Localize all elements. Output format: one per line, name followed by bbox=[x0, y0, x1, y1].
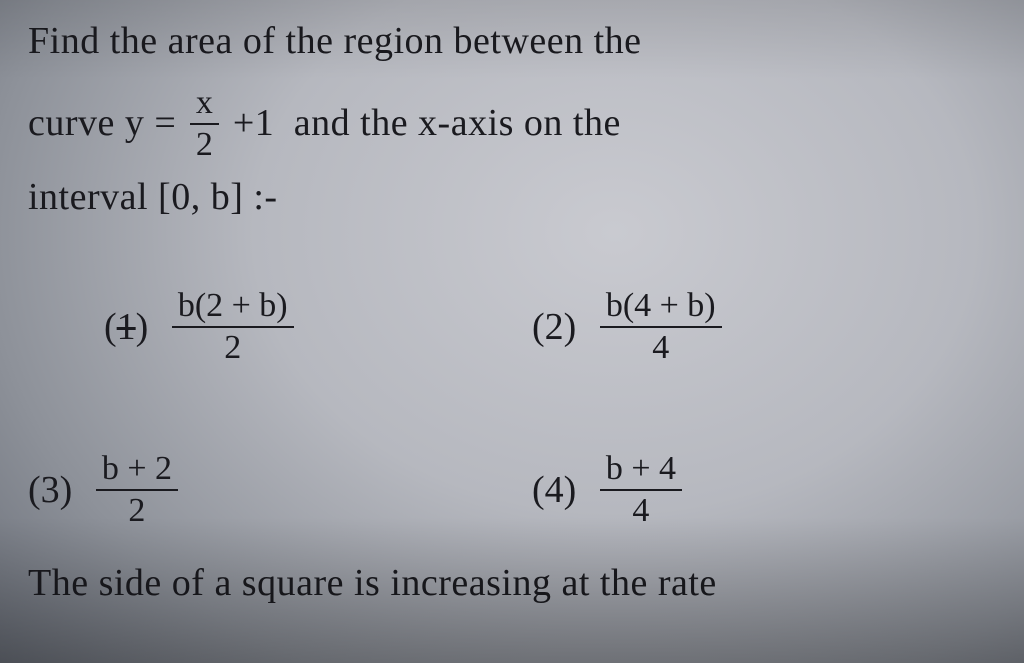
option-4-den: 4 bbox=[626, 493, 655, 529]
option-1: (1) b(2 + b) 2 bbox=[28, 261, 492, 393]
option-1-num: b(2 + b) bbox=[172, 288, 294, 324]
option-2-bar bbox=[600, 326, 722, 328]
option-3-den: 2 bbox=[122, 493, 151, 529]
option-3-bar bbox=[96, 489, 178, 491]
option-4: (4) b + 4 4 bbox=[532, 451, 996, 528]
option-4-label: (4) bbox=[532, 468, 586, 512]
q2-pre: curve y = bbox=[28, 94, 176, 153]
option-2: (2) b(4 + b) 4 bbox=[532, 261, 996, 393]
option-2-num: b(4 + b) bbox=[600, 288, 722, 324]
page: Find the area of the region between the … bbox=[0, 0, 1024, 663]
option-3-num: b + 2 bbox=[96, 451, 178, 487]
option-4-fraction: b + 4 4 bbox=[600, 451, 682, 528]
q2-frac-num: x bbox=[190, 85, 220, 121]
option-1-label-num: 1 bbox=[117, 306, 136, 348]
next-question-fragment: The side of a square is increasing at th… bbox=[28, 561, 996, 605]
option-4-num: b + 4 bbox=[600, 451, 682, 487]
option-3-fraction: b + 2 2 bbox=[96, 451, 178, 528]
option-1-label-suffix: ) bbox=[136, 306, 158, 348]
q2-post-a: +1 bbox=[233, 94, 274, 153]
option-2-den: 4 bbox=[646, 330, 675, 366]
q2-fraction: x 2 bbox=[190, 85, 220, 162]
option-2-label: (2) bbox=[532, 305, 586, 349]
q2-frac-den: 2 bbox=[190, 127, 220, 163]
option-1-bar bbox=[172, 326, 294, 328]
q2-frac-bar bbox=[190, 123, 220, 125]
option-2-fraction: b(4 + b) 4 bbox=[600, 288, 722, 365]
q2-post-b: and the x-axis on the bbox=[284, 94, 621, 153]
option-3-label: (3) bbox=[28, 468, 82, 512]
question-line-3: interval [0, b] :- bbox=[28, 168, 996, 227]
option-1-label: (1) bbox=[28, 261, 158, 393]
option-4-bar bbox=[600, 489, 682, 491]
question-line-2: curve y = x 2 +1 and the x-axis on the bbox=[28, 85, 996, 162]
option-1-fraction: b(2 + b) 2 bbox=[172, 288, 294, 365]
option-1-label-prefix: ( bbox=[104, 306, 117, 348]
options-grid: (1) b(2 + b) 2 (2) b(4 + b) 4 (3) b + 2 … bbox=[28, 261, 996, 528]
option-1-den: 2 bbox=[218, 330, 247, 366]
option-3: (3) b + 2 2 bbox=[28, 451, 492, 528]
question-line-1: Find the area of the region between the bbox=[28, 12, 996, 71]
